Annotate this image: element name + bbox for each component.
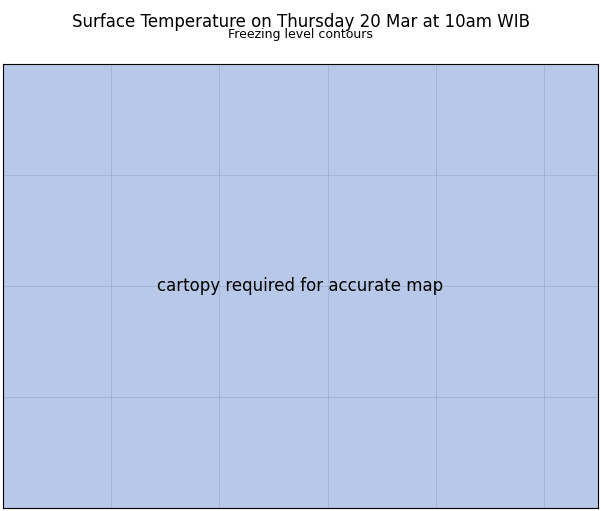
Text: Surface Temperature on Thursday 20 Mar at 10am WIB: Surface Temperature on Thursday 20 Mar a… [72,13,529,31]
Text: cartopy required for accurate map: cartopy required for accurate map [157,277,444,295]
Text: Freezing level contours: Freezing level contours [228,28,373,41]
